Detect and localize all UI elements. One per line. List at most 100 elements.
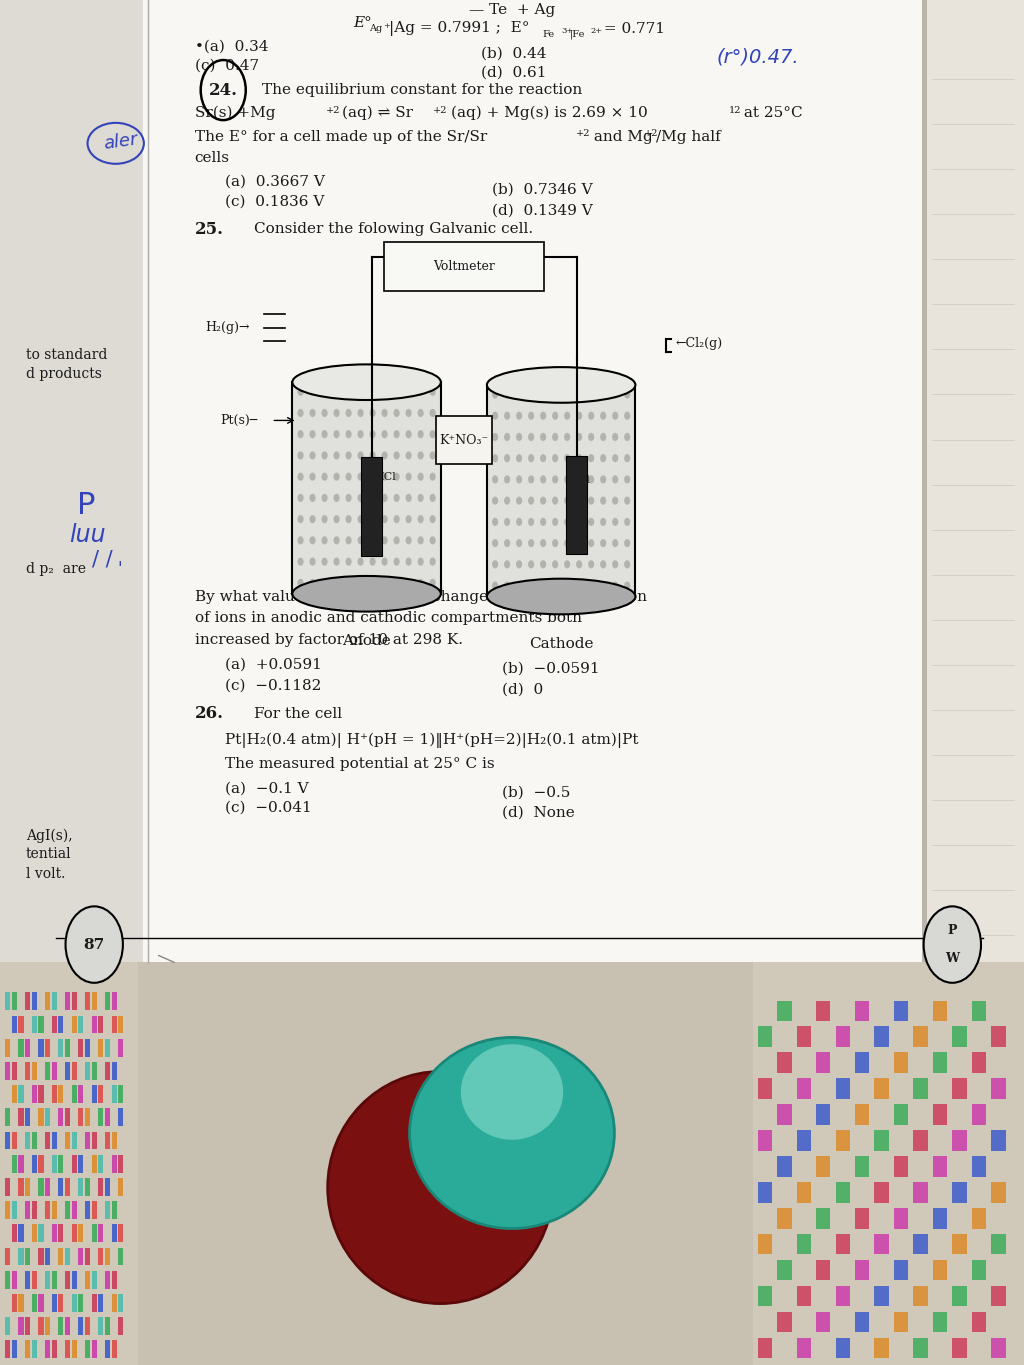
Text: Pt|H₂(0.4 atm)| H⁺(pH = 1)‖H⁺(pH=2)|H₂(0.1 atm)|Pt: Pt|H₂(0.4 atm)| H⁺(pH = 1)‖H⁺(pH=2)|H₂(0… [225, 732, 639, 748]
Circle shape [382, 410, 388, 418]
Circle shape [297, 388, 303, 396]
Circle shape [625, 433, 631, 441]
Bar [991, 1078, 1006, 1099]
Bar [5, 1062, 10, 1080]
Circle shape [540, 412, 546, 420]
Circle shape [370, 388, 376, 396]
Bar [5, 1317, 10, 1335]
Text: (r°)0.47.: (r°)0.47. [717, 48, 800, 67]
Bar [816, 1260, 830, 1280]
Bar [18, 1248, 24, 1265]
Circle shape [612, 390, 618, 399]
Circle shape [334, 557, 340, 565]
Circle shape [588, 581, 594, 590]
Bar [952, 1234, 967, 1254]
Circle shape [516, 497, 522, 505]
Circle shape [430, 536, 436, 545]
Bar [32, 1340, 37, 1358]
Circle shape [540, 539, 546, 547]
Circle shape [309, 452, 315, 460]
Circle shape [309, 410, 315, 418]
Circle shape [334, 494, 340, 502]
Bar [32, 1224, 37, 1242]
Circle shape [612, 412, 618, 420]
Bar [32, 1016, 37, 1033]
Text: 25.: 25. [195, 221, 223, 238]
Circle shape [406, 557, 412, 565]
Circle shape [370, 410, 376, 418]
Bar [12, 1271, 16, 1289]
Text: •(a)  0.34: •(a) 0.34 [195, 40, 268, 53]
Bar [39, 1317, 43, 1335]
Bar [991, 1182, 1006, 1203]
Bar [98, 1294, 103, 1312]
Bar [952, 1338, 967, 1358]
Bar [894, 1104, 908, 1125]
Circle shape [588, 412, 594, 420]
Bar [85, 1340, 90, 1358]
Bar [98, 1155, 103, 1173]
Circle shape [588, 455, 594, 463]
Bar [72, 1294, 77, 1312]
Circle shape [528, 517, 535, 526]
Bar [874, 1130, 889, 1151]
Bar [12, 1085, 16, 1103]
Bar [104, 1271, 111, 1289]
Circle shape [334, 579, 340, 587]
Circle shape [297, 410, 303, 418]
Bar [104, 1132, 111, 1149]
FancyBboxPatch shape [0, 962, 1024, 1365]
Circle shape [612, 497, 618, 505]
Circle shape [504, 475, 510, 483]
Bar [894, 1260, 908, 1280]
Text: of ions in anodic and cathodic compartments both: of ions in anodic and cathodic compartme… [195, 612, 582, 625]
Bar [12, 1155, 16, 1173]
Circle shape [528, 581, 535, 590]
Bar [72, 992, 77, 1010]
Bar [933, 1312, 947, 1332]
Circle shape [382, 388, 388, 396]
Bar [78, 1108, 84, 1126]
Bar [991, 1130, 1006, 1151]
Circle shape [552, 475, 558, 483]
Bar [874, 1286, 889, 1306]
Bar [777, 1260, 792, 1280]
Text: Voltmeter: Voltmeter [433, 259, 495, 273]
Bar [85, 1039, 90, 1057]
Bar [25, 1317, 31, 1335]
Circle shape [406, 430, 412, 438]
Bar [12, 1201, 16, 1219]
Bar [5, 1271, 10, 1289]
Bar [972, 1260, 986, 1280]
Circle shape [334, 452, 340, 460]
Circle shape [430, 388, 436, 396]
Circle shape [540, 560, 546, 568]
Bar [25, 1062, 31, 1080]
Circle shape [528, 560, 535, 568]
Circle shape [516, 539, 522, 547]
Bar [45, 992, 50, 1010]
Bar [66, 1271, 70, 1289]
Circle shape [493, 475, 499, 483]
Bar [66, 1201, 70, 1219]
Circle shape [552, 433, 558, 441]
Bar [25, 1132, 31, 1149]
Bar [855, 1001, 869, 1021]
Circle shape [382, 515, 388, 523]
Circle shape [504, 497, 510, 505]
Bar [45, 1039, 50, 1057]
Text: The equilibrium constant for the reaction: The equilibrium constant for the reactio… [262, 83, 583, 97]
Bar [98, 1085, 103, 1103]
Bar [758, 1338, 772, 1358]
Circle shape [577, 390, 583, 399]
Circle shape [345, 452, 351, 460]
Bar [119, 1294, 124, 1312]
Circle shape [493, 581, 499, 590]
Bar [78, 1155, 84, 1173]
Bar [58, 1016, 63, 1033]
Bar [112, 1271, 117, 1289]
Ellipse shape [293, 364, 440, 400]
Text: (a)  −0.1 V: (a) −0.1 V [225, 782, 309, 796]
Bar [66, 1108, 70, 1126]
Text: Ag: Ag [369, 25, 382, 33]
